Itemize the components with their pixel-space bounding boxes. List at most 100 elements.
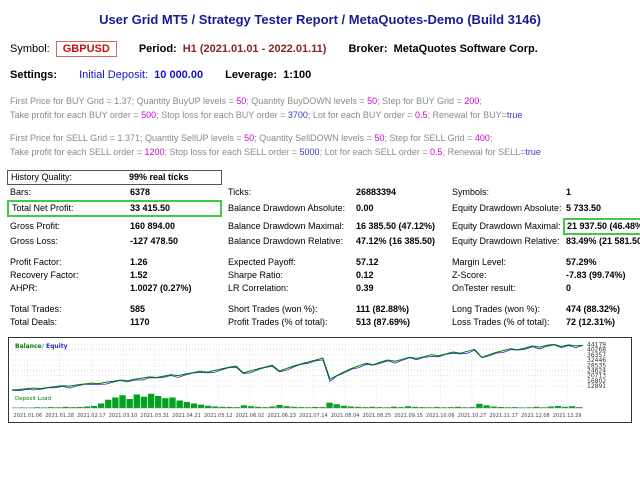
stat-value: -7.83 (99.74%) <box>566 270 626 280</box>
parameter-value: 1200 <box>144 146 165 157</box>
deposit-load-bar <box>561 406 569 408</box>
stat-label: Long Trades (won %): <box>452 304 541 314</box>
x-axis-label: 2021.08.04 <box>331 413 360 419</box>
stats-row: Bars: 6378 Ticks: 26883394 Symbols: 1 <box>10 186 632 199</box>
stat-value: 1.26 <box>130 257 148 267</box>
parameter-value: 500 <box>141 109 157 120</box>
parameter-text: ; Renewal for SELL= <box>442 146 526 157</box>
deposit-load-bar <box>569 406 576 408</box>
x-axis-label: 2021.11.17 <box>489 413 518 419</box>
y-axis-label: 20713 <box>587 373 606 380</box>
deposit-load-bar <box>269 406 276 408</box>
broker-label: Broker: <box>348 43 388 55</box>
x-axis-label: 2021.06.02 <box>236 413 265 419</box>
x-axis-label: 2021.06.23 <box>267 413 296 419</box>
x-axis-label: 2021.10.27 <box>458 413 487 419</box>
deposit-load-bar <box>426 407 433 408</box>
legend-equity: Equity <box>46 343 68 350</box>
parameter-text: ; Step for SELL Grid = <box>384 133 475 143</box>
deposit-load-bar <box>176 400 183 408</box>
period-label: Period: <box>138 43 177 55</box>
stat-value: 6378 <box>130 187 151 197</box>
parameter-value: true <box>506 109 523 120</box>
parameter-text: ; Step for BUY Grid = <box>377 96 465 106</box>
settings-group: Settings: <box>10 69 57 81</box>
deposit-load-bar <box>304 407 312 408</box>
deposit-load-bar <box>369 406 376 408</box>
deposit-load-bar <box>162 398 169 408</box>
parameter-value: 50 <box>244 133 255 143</box>
x-axis-label: 2021.03.10 <box>109 413 138 419</box>
stat-value: 0.12 <box>356 270 374 280</box>
stat-value: -127 478.50 <box>130 236 179 246</box>
leverage-group: Leverage: 1:100 <box>225 69 311 81</box>
x-axis-label: 2021.01.06 <box>14 413 43 419</box>
deposit-load-bar <box>383 407 390 408</box>
deposit-load-bar <box>233 407 240 408</box>
y-axis-label: 12891 <box>587 383 606 390</box>
deposit-load-bar <box>419 407 426 408</box>
symbol-label: Symbol: <box>10 43 50 55</box>
report-header-line: Symbol: GBPUSD Period: H1 (2021.01.01 - … <box>10 41 632 57</box>
deposit-load-bar <box>97 403 105 408</box>
legend-separator: / <box>42 343 45 350</box>
deposit-load-bar <box>497 406 504 408</box>
deposit-load-bar <box>404 406 412 408</box>
y-axis-label: 24624 <box>587 368 606 375</box>
deposit-load-bar <box>169 397 176 408</box>
stat-label: AHPR: <box>10 283 38 293</box>
parameter-line: First Price for BUY Grid = 1.37; Quantit… <box>10 95 632 122</box>
deposit-load-bar <box>147 393 155 408</box>
deposit-load-bar <box>312 406 319 408</box>
stat-label: OnTester result: <box>452 283 516 293</box>
deposit-load-bar <box>340 405 347 408</box>
x-axis-label: 2021.04.21 <box>172 413 201 419</box>
x-axis-label: 2021.12.29 <box>553 413 582 419</box>
deposit-load-bar <box>283 406 290 408</box>
stat-value: 83.49% (21 581.50) <box>566 236 640 246</box>
deposit-load-bar <box>290 406 297 408</box>
stat-value: 0 <box>566 283 572 293</box>
stat-label: Equity Drawdown Absolute: <box>452 203 562 213</box>
legend-deposit-load: Deposit Load <box>15 396 51 402</box>
parameter-value: true <box>525 146 541 157</box>
deposit-load-bar <box>490 406 497 408</box>
stats-row: AHPR: 1.0027 (0.27%) LR Correlation: 0.39 On… <box>10 282 632 295</box>
stat-value: 99% real ticks <box>129 172 189 182</box>
deposit-load-bar <box>190 403 198 408</box>
stat-label: Symbols: <box>452 187 490 197</box>
deposit-load-bar <box>247 406 255 408</box>
deposit-load-bar <box>504 407 512 408</box>
y-axis-label: 40268 <box>587 347 606 354</box>
stat-value: 1 <box>566 187 572 197</box>
balance-chart: 2021.01.06 2021.01.28 2021.02.17 2021.03.10… <box>8 337 632 423</box>
parameter-value: 5000 <box>299 146 320 157</box>
stat-label: Total Net Profit: <box>12 203 74 213</box>
deposit-load-bar <box>254 406 262 408</box>
stat-label: Total Deals: <box>10 317 58 327</box>
initial-deposit-group: Initial Deposit: 10 000.00 <box>79 69 203 81</box>
deposit-load-bar <box>469 407 476 408</box>
y-axis-label: 32446 <box>587 357 606 364</box>
stat-label: Expected Payoff: <box>228 257 296 267</box>
parameter-text: Take profit for each SELL order = <box>10 146 145 157</box>
deposit-load-bar <box>454 406 462 408</box>
stat-value: 21 937.50 (46.48%) <box>563 218 640 235</box>
parameter-text: Quantity SellUP levels = <box>144 133 245 143</box>
deposit-load-bar <box>55 407 62 408</box>
x-axis-label: 2021.08.25 <box>362 413 391 419</box>
stat-label: Balance Drawdown Relative: <box>228 236 344 246</box>
stat-value: 1.52 <box>130 270 148 280</box>
deposit-load-bar <box>197 404 205 408</box>
deposit-load-bar <box>554 405 562 408</box>
stat-value: 160 894.00 <box>130 221 176 231</box>
deposit-load-bar <box>219 406 226 408</box>
stats-row: Gross Profit: 160 894.00 Balance Drawdown … <box>10 218 640 235</box>
deposit-load-bar <box>33 407 41 408</box>
x-axis-label: 2021.10.06 <box>426 413 455 419</box>
stat-value: 513 (87.69%) <box>356 317 411 327</box>
symbol-value: GBPUSD <box>55 41 117 57</box>
deposit-load-bar <box>526 407 533 408</box>
stats-row: History Quality: 99% real ticks <box>7 169 632 186</box>
parameter-text: First Price for SELL Grid = 1.371; <box>10 133 145 143</box>
